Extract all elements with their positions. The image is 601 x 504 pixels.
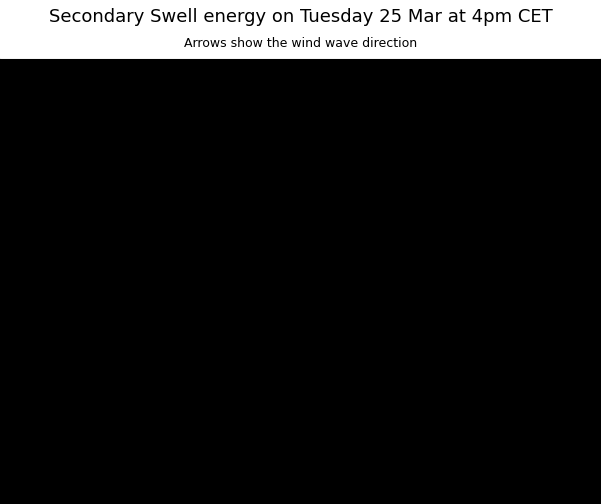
Text: Secondary Swell energy on Tuesday 25 Mar at 4pm CET: Secondary Swell energy on Tuesday 25 Mar… <box>49 8 552 26</box>
Text: Arrows show the wind wave direction: Arrows show the wind wave direction <box>184 37 417 50</box>
